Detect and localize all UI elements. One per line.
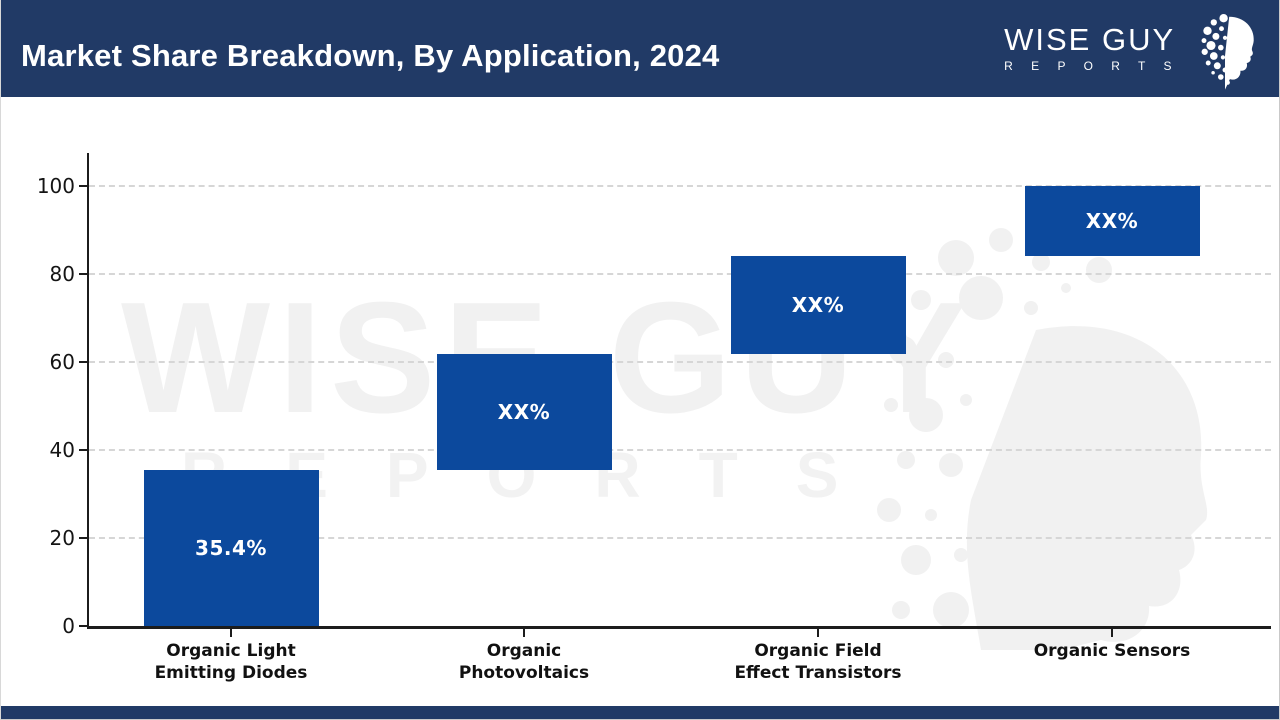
y-tick-label: 40 — [49, 438, 75, 462]
gridline-100 — [89, 185, 1271, 187]
bar-segment: 35.4% — [143, 470, 319, 626]
y-tick-label: 20 — [49, 526, 75, 550]
y-tick-label: 0 — [62, 614, 75, 638]
x-tick-mark — [230, 629, 232, 637]
x-tick-mark — [817, 629, 819, 637]
watermark-head-dots-icon — [877, 228, 1208, 650]
bar-value-label: 35.4% — [195, 536, 267, 561]
logo-text: WISE GUY R E P O R T S — [1004, 24, 1179, 73]
x-tick-mark — [1111, 629, 1113, 637]
bar-value-label: XX% — [791, 293, 845, 318]
bar-segment: XX% — [436, 354, 612, 471]
y-tick-label: 100 — [36, 174, 75, 198]
y-tick-label: 60 — [49, 350, 75, 374]
category-label: Organic Light Emitting Diodes — [154, 641, 308, 683]
y-tick-mark — [79, 537, 87, 539]
y-tick-label: 80 — [49, 262, 75, 286]
gridline-40 — [89, 449, 1271, 451]
category-label: Organic Field Effect Transistors — [734, 641, 902, 683]
bar-segment: XX% — [1024, 186, 1200, 257]
head-profile-dots-icon — [1201, 13, 1254, 90]
header-bar: Market Share Breakdown, By Application, … — [1, 0, 1279, 97]
page-title: Market Share Breakdown, By Application, … — [21, 37, 720, 73]
gridline-20 — [89, 537, 1271, 539]
footer-bar — [1, 706, 1279, 719]
y-tick-mark — [79, 449, 87, 451]
wiseguy-logo: WISE GUY R E P O R T S — [1004, 0, 1267, 97]
gridline-60 — [89, 361, 1271, 363]
y-tick-mark — [79, 273, 87, 275]
logo-wordmark: WISE GUY — [1004, 22, 1176, 58]
logo-subtitle: R E P O R T S — [1004, 58, 1179, 73]
y-tick-mark — [79, 185, 87, 187]
bar-segment: XX% — [730, 256, 906, 355]
x-axis — [87, 626, 1271, 629]
bar-value-label: XX% — [497, 400, 551, 425]
category-label: Organic Sensors — [1033, 641, 1191, 661]
y-tick-mark — [79, 625, 87, 627]
y-tick-mark — [79, 361, 87, 363]
gridline-80 — [89, 273, 1271, 275]
x-tick-mark — [523, 629, 525, 637]
bar-value-label: XX% — [1085, 209, 1139, 234]
y-axis — [87, 153, 89, 629]
category-label: Organic Photovoltaics — [458, 641, 590, 683]
